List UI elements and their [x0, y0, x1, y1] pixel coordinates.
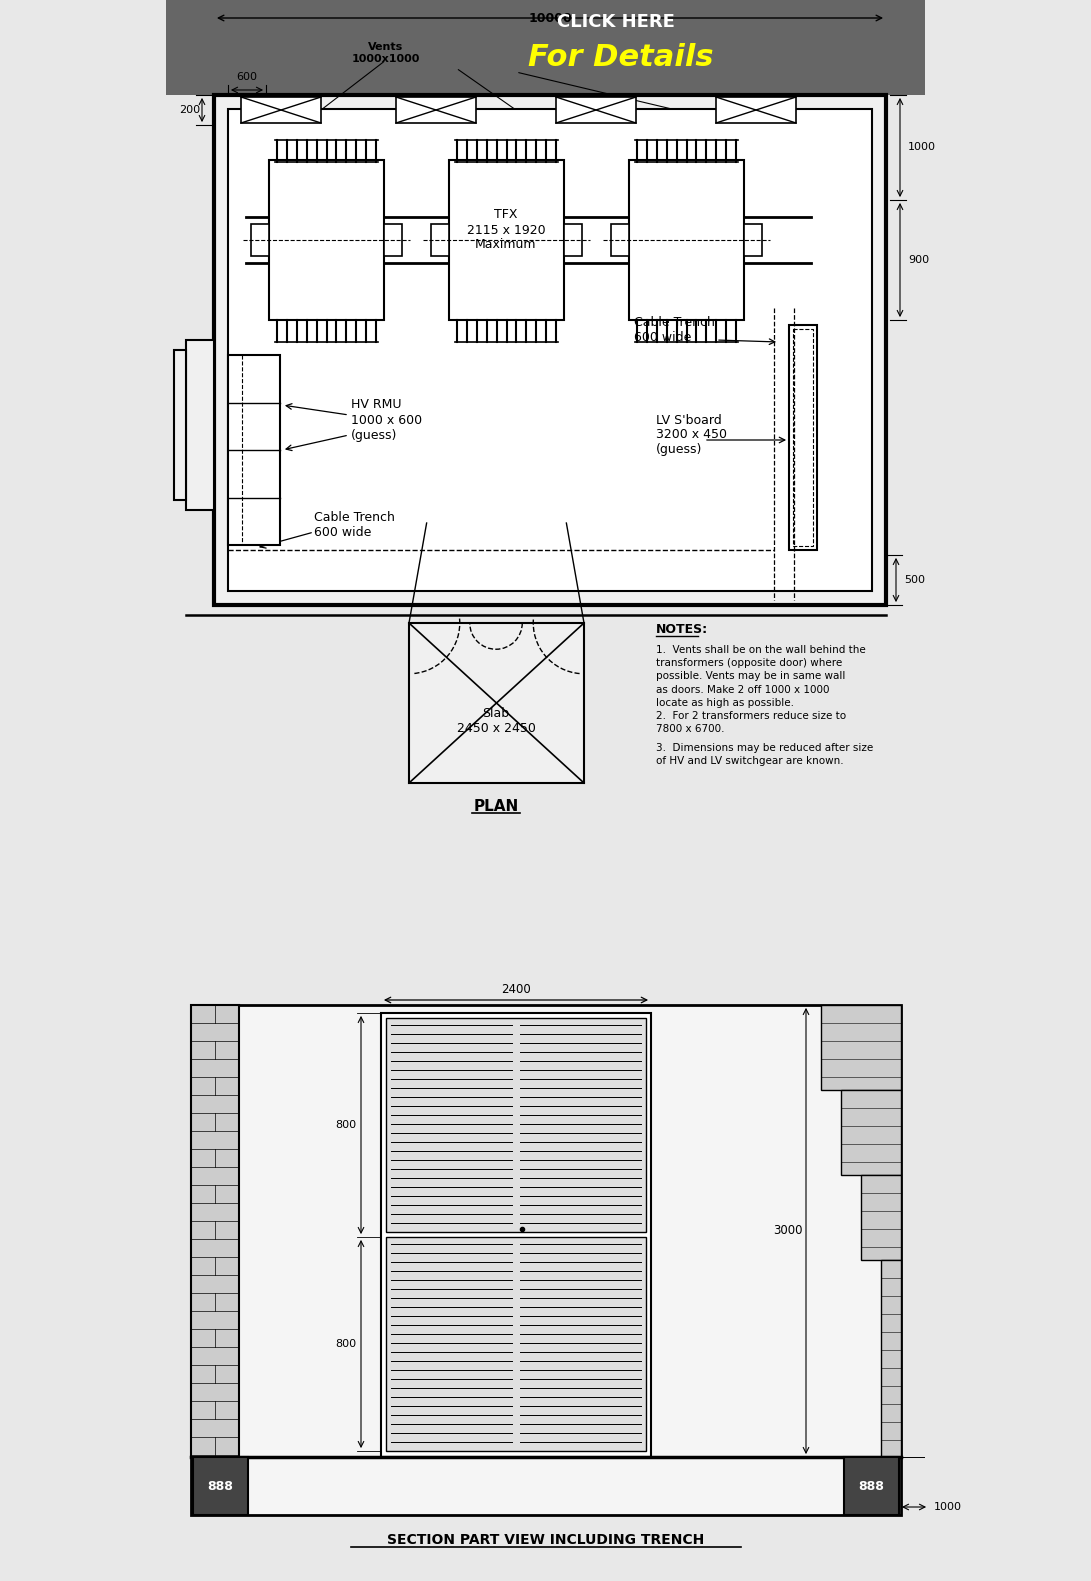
Bar	[844, 1458, 899, 1515]
Bar	[214, 95, 886, 606]
Bar	[269, 160, 384, 319]
Text: Cable Trench
600 wide: Cable Trench 600 wide	[314, 511, 395, 539]
Bar	[882, 1260, 901, 1458]
Text: SECTION PART VIEW INCLUDING TRENCH: SECTION PART VIEW INCLUDING TRENCH	[387, 1534, 705, 1546]
Bar	[789, 326, 817, 550]
Bar	[191, 1006, 239, 1458]
Text: 1000: 1000	[908, 142, 936, 152]
Text: 2400: 2400	[501, 983, 531, 996]
Bar	[386, 1018, 646, 1232]
Text: 800: 800	[335, 1119, 356, 1130]
Bar	[841, 1089, 901, 1175]
Text: 10000: 10000	[528, 13, 572, 25]
Text: Vents
1000x1000: Vents 1000x1000	[351, 43, 420, 63]
Bar	[861, 1175, 901, 1260]
Bar	[173, 349, 185, 500]
Bar	[185, 340, 214, 511]
Text: NOTES:: NOTES:	[656, 623, 708, 636]
Bar	[431, 225, 449, 256]
Text: 600: 600	[237, 73, 257, 82]
Bar	[251, 225, 269, 256]
Bar	[716, 96, 796, 123]
Text: 1000: 1000	[934, 1502, 962, 1511]
Bar	[611, 225, 630, 256]
Text: 888: 888	[207, 1480, 233, 1492]
Bar	[556, 96, 636, 123]
Bar	[793, 329, 813, 545]
Bar	[449, 160, 564, 319]
Text: Cable Trench
600 wide: Cable Trench 600 wide	[634, 316, 715, 345]
Text: 500: 500	[904, 575, 925, 585]
Bar	[409, 623, 584, 783]
Text: For Details: For Details	[528, 44, 714, 73]
Text: 800: 800	[335, 1339, 356, 1349]
Text: Slab
2450 x 2450: Slab 2450 x 2450	[456, 707, 536, 735]
Text: 3.  Dimensions may be reduced after size
of HV and LV switchgear are known.: 3. Dimensions may be reduced after size …	[656, 743, 873, 767]
Bar	[822, 1006, 901, 1089]
Text: 200: 200	[179, 104, 201, 115]
Text: 888: 888	[858, 1480, 884, 1492]
Bar	[564, 225, 582, 256]
Bar	[191, 1006, 901, 1515]
Bar	[166, 0, 925, 95]
Bar	[193, 1458, 248, 1515]
Text: 1.  Vents shall be on the wall behind the
transformers (opposite door) where
pos: 1. Vents shall be on the wall behind the…	[656, 645, 866, 708]
Bar	[384, 225, 401, 256]
Text: 900: 900	[908, 255, 930, 266]
Bar	[744, 225, 762, 256]
Bar	[241, 96, 321, 123]
Bar	[381, 1013, 651, 1458]
Text: HV RMU
1000 x 600
(guess): HV RMU 1000 x 600 (guess)	[351, 398, 422, 441]
Text: CLICK HERE: CLICK HERE	[558, 13, 675, 32]
Bar	[386, 1236, 646, 1451]
Bar	[396, 96, 476, 123]
Text: 2.  For 2 transformers reduce size to
7800 x 6700.: 2. For 2 transformers reduce size to 780…	[656, 711, 847, 734]
Text: 3000: 3000	[774, 1225, 803, 1238]
Text: PLAN: PLAN	[473, 798, 518, 814]
Bar	[228, 356, 280, 545]
Text: LV S'board
3200 x 450
(guess): LV S'board 3200 x 450 (guess)	[656, 414, 727, 457]
Text: TFX
2115 x 1920
Maximum: TFX 2115 x 1920 Maximum	[467, 209, 546, 251]
Bar	[630, 160, 744, 319]
Bar	[228, 109, 872, 591]
